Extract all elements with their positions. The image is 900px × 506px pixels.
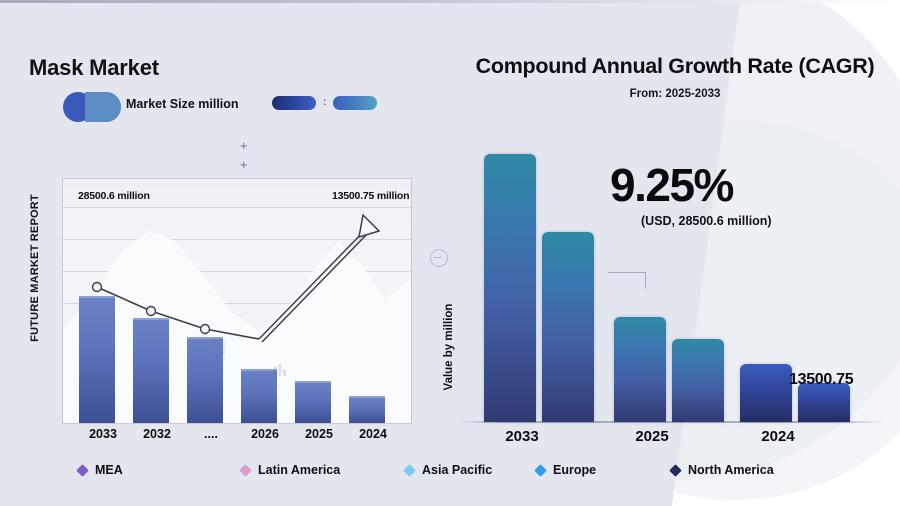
plus-icon-2: + — [240, 157, 248, 172]
left-chart-value-end: 13500.75 million — [332, 190, 410, 202]
left-axis-tick-2: .... — [204, 427, 218, 441]
circle-minus-icon — [430, 249, 448, 267]
legend-item-europe[interactable]: Europe — [534, 463, 671, 477]
legend-label-latin-america: Latin America — [258, 463, 341, 477]
legend-label-europe: Europe — [553, 463, 597, 477]
left-axis-tick-4: 2025 — [305, 427, 333, 441]
bracket-decoration — [608, 272, 646, 289]
page-title: Mask Market — [29, 55, 159, 80]
legend-diamond-asia-pacific — [403, 463, 416, 477]
legend-label-north-america: North America — [688, 463, 774, 477]
right-cagr-chart — [462, 150, 882, 425]
cagr-subtitle: From: 2025-2033 — [629, 88, 721, 100]
trend-line-overlay — [91, 213, 381, 343]
left-axis-tick-1: 2032 — [143, 427, 171, 441]
legend-diamond-mea — [76, 463, 89, 477]
legend-item-asia-pacific[interactable]: Asia Pacific — [403, 463, 536, 477]
bar-2032 — [133, 318, 169, 423]
chart-watermark-icon — [274, 364, 286, 376]
legend-diamond-north-america — [669, 463, 682, 477]
badge-circle-right — [91, 92, 121, 122]
legend-item-north-america[interactable]: North America — [669, 463, 774, 477]
document-watermark-icon — [211, 339, 225, 355]
bar-2024-b — [798, 383, 850, 422]
bar-2026 — [241, 369, 277, 423]
right-axis-tick-1: 2025 — [635, 428, 669, 445]
pill-dark-icon — [272, 96, 316, 110]
bar-2033-b — [542, 232, 594, 422]
top-border-line — [0, 0, 900, 3]
legend-label-mea: MEA — [95, 463, 123, 477]
chart-legend: MEA Latin America Asia Pacific Europe No… — [76, 463, 774, 477]
plus-icon-stack: + + — [240, 138, 248, 172]
pill-light-icon — [333, 96, 378, 110]
cagr-note: (USD, 28500.6 million) — [641, 214, 772, 228]
left-chart-value-start: 28500.6 million — [78, 190, 150, 202]
bar-2025 — [295, 381, 331, 423]
pill-separator: : — [323, 97, 327, 108]
left-market-size-chart — [62, 178, 412, 424]
bar-dots — [187, 337, 223, 423]
right-axis-tick-0: 2033 — [505, 428, 539, 445]
plus-icon-1: + — [240, 138, 248, 153]
right-axis-tick-2: 2024 — [761, 428, 795, 445]
right-chart-data-label: 13500.75 — [789, 371, 854, 388]
right-chart-baseline — [462, 421, 882, 423]
left-axis-tick-5: 2024 — [359, 427, 387, 441]
cagr-value: 9.25% — [610, 159, 734, 211]
legend-diamond-europe — [534, 463, 547, 477]
legend-label-asia-pacific: Asia Pacific — [422, 463, 493, 477]
bar-2024-a — [740, 364, 792, 422]
market-size-label: Market Size million — [126, 97, 239, 111]
left-axis-tick-0: 2033 — [89, 427, 117, 441]
legend-item-mea[interactable]: MEA — [76, 463, 241, 477]
cagr-title: Compound Annual Growth Rate (CAGR) — [475, 54, 875, 78]
right-chart-y-axis-label: Value by million — [443, 303, 455, 391]
bar-2025-a — [614, 317, 666, 422]
pill-pair-decoration: : — [272, 96, 378, 110]
bar-2025-b — [672, 339, 724, 422]
bar-2024 — [349, 396, 385, 423]
bar-2033-a — [484, 154, 536, 422]
bar-2033 — [79, 296, 115, 423]
left-chart-y-axis-label: FUTURE MARKET REPORT — [29, 194, 41, 342]
legend-diamond-latin-america — [239, 463, 252, 477]
left-axis-tick-3: 2026 — [251, 427, 279, 441]
market-size-badge-icon — [63, 92, 121, 122]
legend-item-latin-america[interactable]: Latin America — [239, 463, 405, 477]
